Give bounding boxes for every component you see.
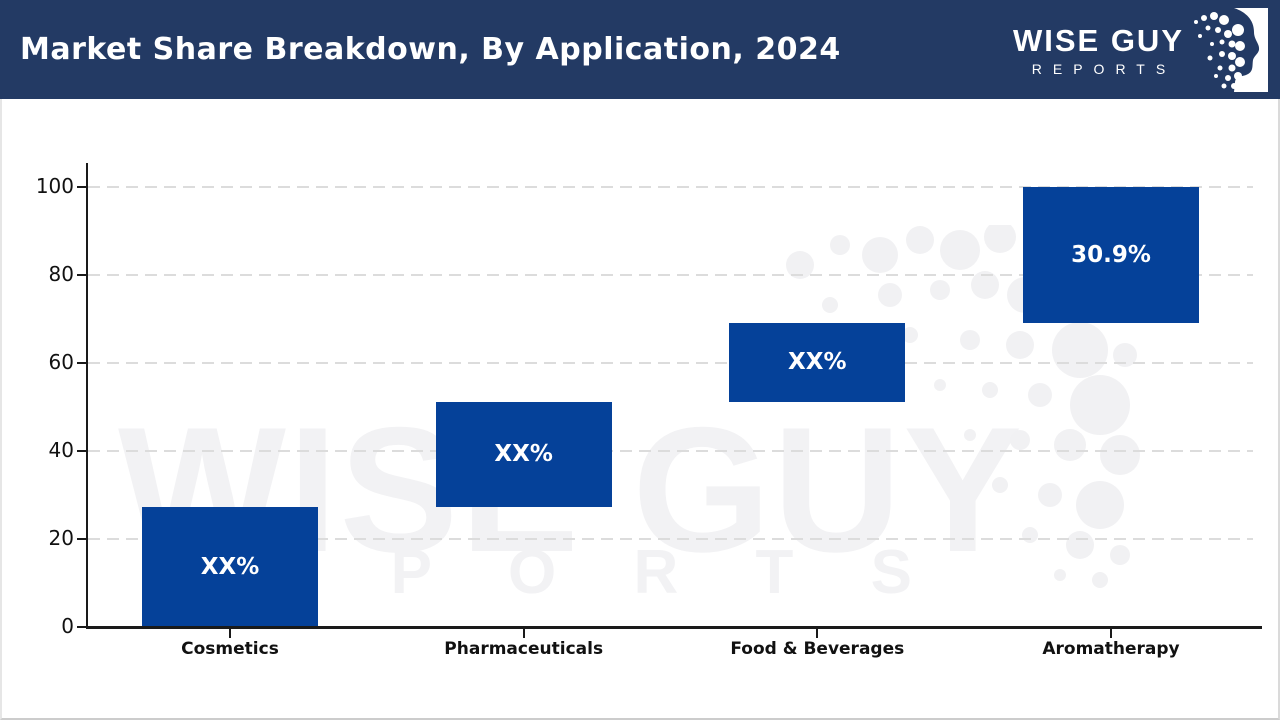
x-category-label: Pharmaceuticals	[444, 639, 604, 659]
y-axis-line	[86, 163, 88, 629]
logo-brand-text: WISE GUY	[1012, 23, 1184, 58]
watermark-head-dots	[786, 225, 1140, 588]
x-category-label: Cosmetics	[181, 639, 279, 659]
y-tick-label: 0	[61, 614, 74, 638]
wise-guy-logo: WISE GUY REPORTS	[1013, 6, 1268, 94]
y-tick-label: 20	[48, 526, 74, 550]
y-tick-label: 60	[48, 350, 74, 374]
y-gridline	[88, 274, 1253, 276]
y-tick-mark	[77, 538, 87, 540]
y-gridline	[88, 186, 1253, 188]
dotted-head-icon	[1194, 8, 1268, 92]
bar-segment: 30.9%	[1023, 187, 1199, 323]
bar-segment: XX%	[142, 506, 318, 627]
x-axis-line	[86, 626, 1262, 629]
x-tick-mark	[522, 629, 525, 638]
y-tick-mark	[77, 362, 87, 364]
y-gridline	[88, 450, 1253, 452]
logo-text: WISE GUY REPORTS	[1013, 23, 1184, 77]
x-tick-mark	[229, 629, 231, 638]
bar-value-label: XX%	[200, 553, 260, 580]
bar-value-label: XX%	[494, 441, 553, 468]
bar-value-label: 30.9%	[1071, 241, 1151, 268]
y-tick-mark	[77, 450, 87, 452]
y-tick-label: 40	[48, 438, 74, 462]
bar-segment: XX%	[435, 401, 612, 507]
y-tick-label: 100	[35, 174, 74, 198]
x-category-label: Aromatherapy	[1042, 639, 1180, 659]
y-tick-mark	[77, 186, 87, 188]
y-tick-mark	[77, 626, 87, 628]
x-tick-mark	[1110, 629, 1112, 638]
chart-title: Market Share Breakdown, By Application, …	[20, 32, 841, 67]
y-gridline	[88, 362, 1253, 364]
x-tick-mark	[816, 629, 819, 638]
x-category-label: Food & Beverages	[730, 639, 905, 659]
logo-sub-text: REPORTS	[1031, 61, 1177, 77]
header-bar: Market Share Breakdown, By Application, …	[0, 0, 1280, 99]
bar-value-label: XX%	[788, 349, 847, 376]
y-tick-label: 80	[48, 262, 74, 286]
y-tick-mark	[77, 274, 87, 276]
y-gridline	[88, 538, 1253, 540]
bar-segment: XX%	[729, 322, 906, 402]
